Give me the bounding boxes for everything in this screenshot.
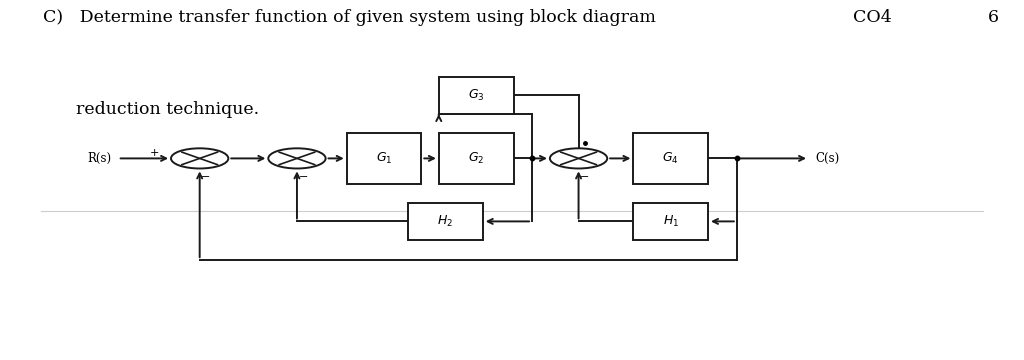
Text: $G_3$: $G_3$: [468, 88, 484, 103]
Text: −: −: [580, 172, 590, 182]
FancyBboxPatch shape: [408, 202, 483, 240]
Circle shape: [550, 148, 607, 168]
Circle shape: [171, 148, 228, 168]
Text: $G_4$: $G_4$: [663, 151, 679, 166]
Text: +: +: [150, 148, 160, 158]
Text: $G_1$: $G_1$: [376, 151, 392, 166]
Text: −: −: [201, 172, 211, 182]
Text: $G_2$: $G_2$: [468, 151, 484, 166]
Text: CO4: CO4: [853, 9, 892, 26]
FancyBboxPatch shape: [633, 133, 709, 184]
FancyBboxPatch shape: [439, 133, 514, 184]
Text: $H_2$: $H_2$: [437, 214, 454, 229]
FancyBboxPatch shape: [346, 133, 422, 184]
Text: C)   Determine transfer function of given system using block diagram: C) Determine transfer function of given …: [43, 9, 656, 26]
FancyBboxPatch shape: [439, 77, 514, 114]
Text: −: −: [298, 172, 308, 182]
Text: R(s): R(s): [87, 152, 112, 165]
Text: reduction technique.: reduction technique.: [43, 101, 259, 118]
Text: $H_1$: $H_1$: [663, 214, 679, 229]
FancyBboxPatch shape: [633, 202, 709, 240]
Text: C(s): C(s): [815, 152, 840, 165]
Circle shape: [268, 148, 326, 168]
Text: 6: 6: [988, 9, 999, 26]
